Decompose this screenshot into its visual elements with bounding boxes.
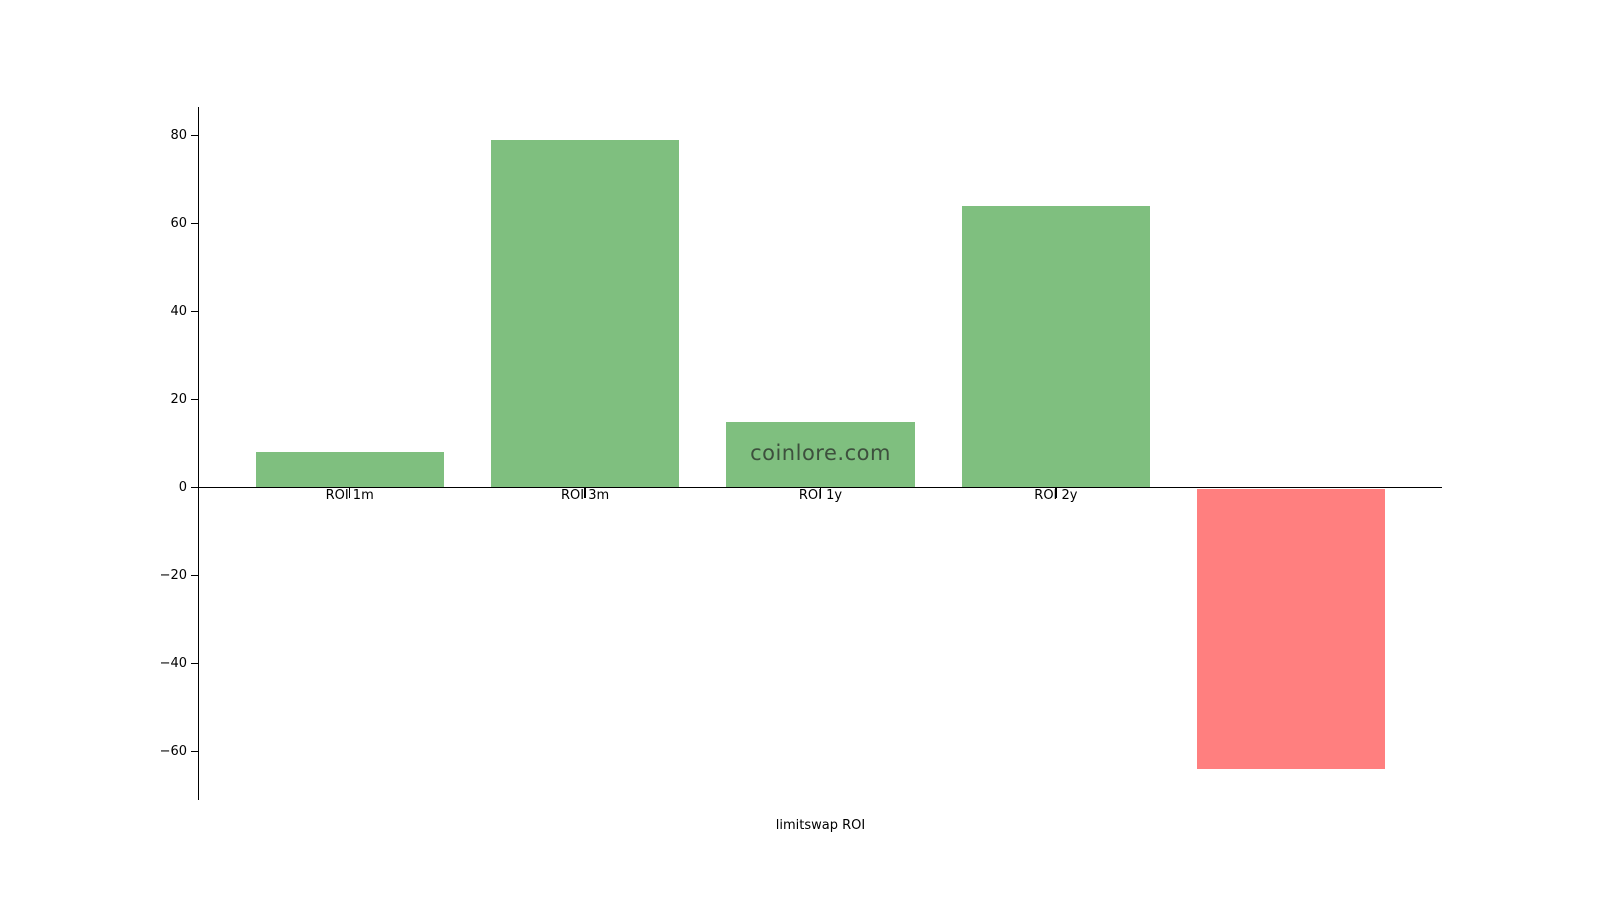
y-tick-mark (190, 134, 198, 137)
watermark: coinlore.com (750, 440, 891, 465)
y-axis-line (197, 107, 199, 800)
y-tick-mark (190, 486, 198, 489)
bar-roi-3m (490, 140, 680, 488)
y-tick-label: −60 (159, 743, 187, 759)
y-tick-label: 40 (170, 303, 187, 319)
y-tick-label: 0 (178, 479, 187, 495)
x-tick-mark (584, 487, 586, 498)
bar-unlabeled-4 (1197, 488, 1386, 770)
y-tick-mark (190, 310, 198, 313)
bar-roi-1m (255, 452, 444, 488)
x-tick-mark (348, 487, 351, 498)
y-tick-mark (190, 222, 198, 225)
y-tick-mark (190, 398, 198, 401)
y-tick-label: −40 (159, 655, 187, 671)
y-tick-label: 20 (170, 391, 187, 407)
x-tick-label: ROI 3m (560, 487, 610, 503)
y-tick-mark (190, 750, 198, 753)
x-tick-label: ROI 1y (798, 487, 843, 503)
bar-roi-1y (726, 421, 915, 488)
bar-roi-2y (961, 206, 1151, 488)
x-tick-mark (819, 487, 822, 498)
x-tick-mark (1055, 487, 1057, 498)
x-axis-zero-line (199, 487, 1442, 489)
y-tick-label: 60 (170, 215, 187, 231)
y-tick-label: 80 (170, 127, 187, 143)
y-tick-mark (190, 662, 198, 665)
chart-title: limitswap ROI (775, 818, 866, 833)
x-tick-label: ROI 1m (325, 487, 374, 503)
x-tick-label: ROI 2y (1034, 487, 1078, 503)
y-tick-mark (190, 574, 198, 577)
y-tick-label: −20 (159, 567, 187, 583)
